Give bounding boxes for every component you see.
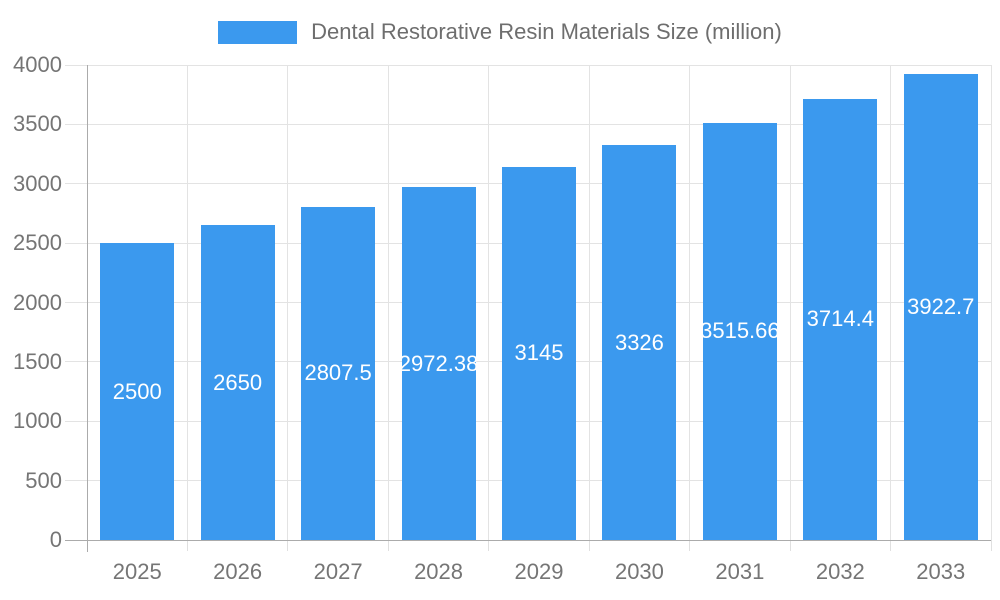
v-gridline	[488, 65, 490, 540]
v-gridline	[990, 65, 992, 540]
v-gridline	[689, 65, 691, 540]
x-axis-tick-label: 2031	[715, 559, 765, 584]
x-axis-tick-label: 2033	[916, 559, 966, 584]
x-axis-tick	[387, 540, 389, 551]
y-axis-tick-label: 1000	[13, 408, 62, 434]
legend[interactable]: Dental Restorative Resin Materials Size …	[0, 20, 1000, 44]
v-gridline	[588, 65, 590, 540]
x-axis-tick	[488, 540, 490, 551]
y-axis-tick-label: 4000	[13, 52, 62, 77]
x-axis-tick	[287, 540, 289, 551]
y-axis-tick-label: 1500	[13, 348, 62, 374]
h-gridline	[65, 64, 991, 66]
bar[interactable]	[200, 225, 275, 540]
bar-value-label: 2500	[112, 378, 162, 404]
bar-value-label: 2807.5	[304, 360, 372, 386]
legend-label: Dental Restorative Resin Materials Size …	[311, 19, 782, 44]
bar[interactable]	[702, 122, 777, 540]
bar[interactable]	[401, 187, 476, 540]
bar[interactable]	[301, 206, 376, 540]
y-axis-tick-label: 2500	[13, 230, 62, 256]
x-axis-tick	[789, 540, 791, 551]
x-axis-line	[65, 539, 991, 541]
bar[interactable]	[803, 98, 878, 540]
x-axis-tick-label: 2025	[112, 559, 162, 584]
bar[interactable]	[602, 145, 677, 540]
x-axis-tick	[990, 540, 992, 551]
bar-value-label: 3714.4	[806, 306, 874, 332]
bar-value-label: 3326	[614, 329, 664, 355]
bar-value-label: 3515.66	[700, 318, 780, 344]
v-gridline	[890, 65, 892, 540]
bar[interactable]	[502, 166, 576, 540]
y-axis-tick-label: 2000	[13, 289, 62, 315]
bar-value-label: 3922.7	[907, 294, 975, 320]
x-axis-tick	[689, 540, 691, 551]
bar[interactable]	[903, 74, 978, 540]
y-axis-tick-label: 3000	[13, 170, 62, 196]
h-gridline	[65, 123, 991, 125]
x-axis-tick-label: 2026	[213, 559, 263, 584]
x-axis-tick-label: 2029	[514, 559, 564, 584]
v-gridline	[186, 65, 188, 540]
y-axis-tick-label: 0	[49, 527, 62, 552]
x-axis-tick	[588, 540, 590, 551]
x-axis-tick	[186, 540, 188, 551]
bar-value-label: 3145	[514, 340, 564, 366]
x-axis-tick-label: 2032	[815, 559, 865, 584]
x-axis-tick-label: 2027	[313, 559, 363, 584]
bar-value-label: 2972.38	[398, 350, 479, 376]
x-axis-tick	[890, 540, 892, 551]
y-axis-tick-label: 500	[25, 467, 62, 493]
x-axis-tick-label: 2028	[414, 559, 464, 584]
y-axis-tick-label: 3500	[13, 111, 62, 137]
x-axis-tick-label: 2030	[614, 559, 664, 584]
bar[interactable]	[100, 243, 175, 540]
v-gridline	[387, 65, 389, 540]
v-gridline	[287, 65, 289, 540]
bar-value-label: 2650	[213, 369, 263, 395]
v-gridline	[789, 65, 791, 540]
legend-swatch	[218, 20, 298, 44]
y-axis-line	[86, 65, 88, 552]
